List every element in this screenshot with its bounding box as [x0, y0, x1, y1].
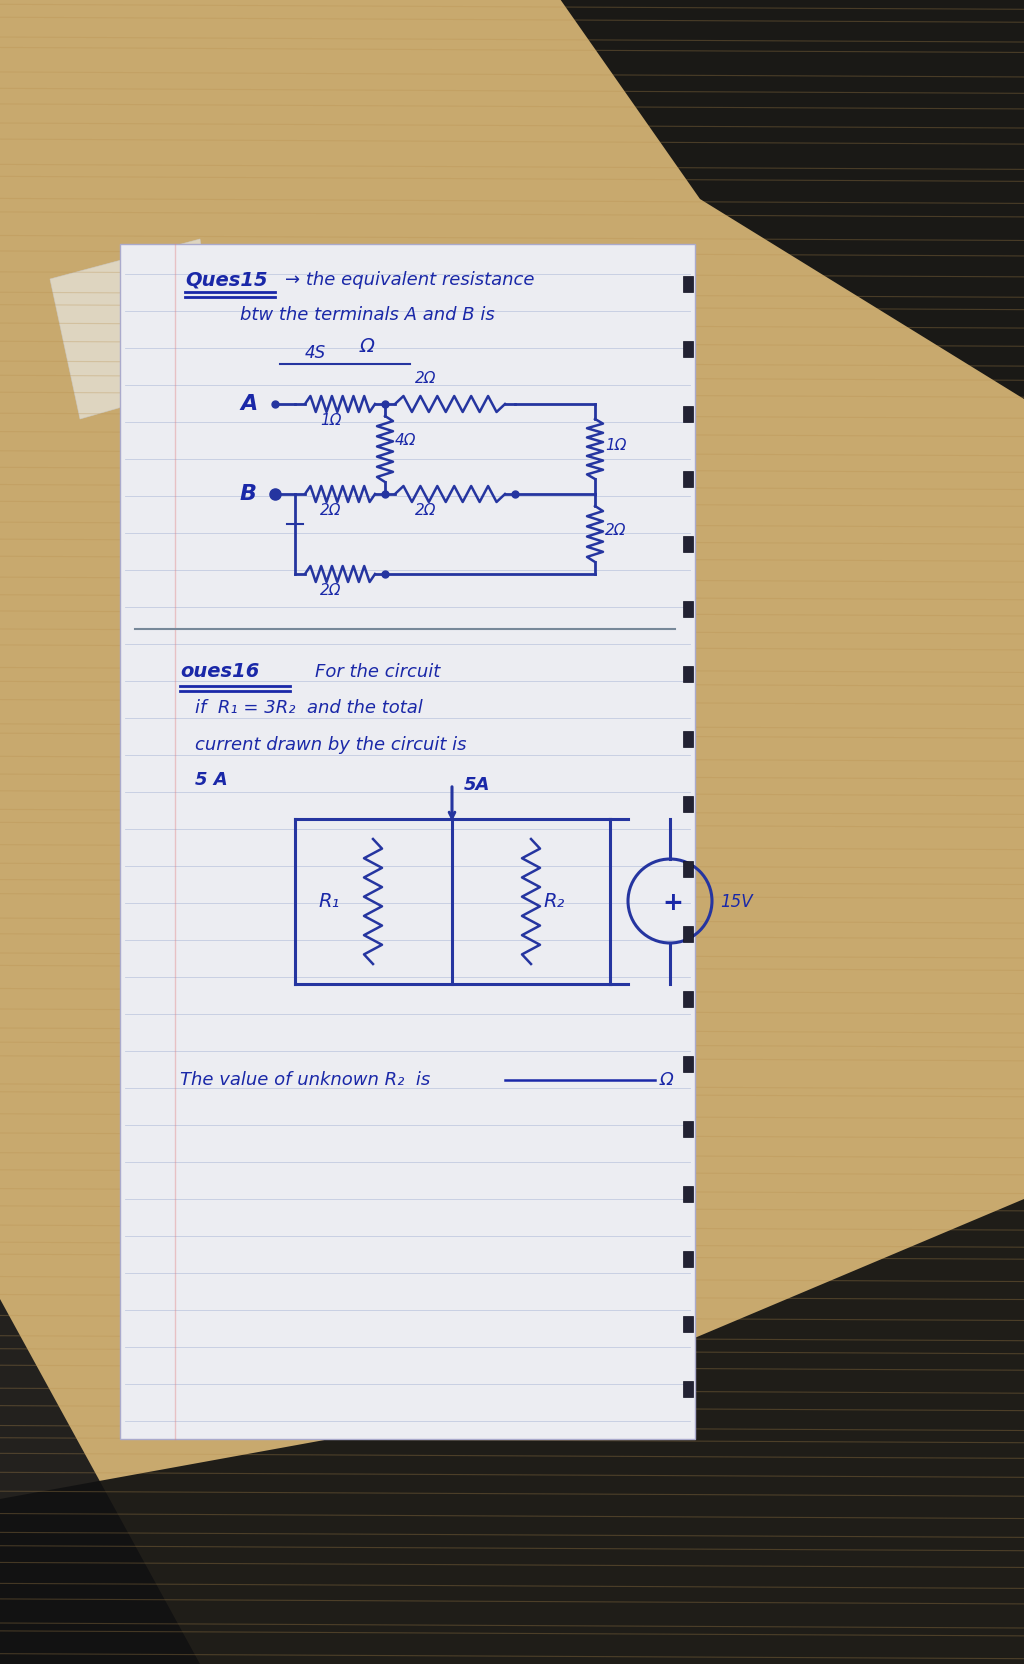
Text: current drawn by the circuit is: current drawn by the circuit is — [195, 735, 467, 754]
Bar — [683, 732, 693, 747]
Text: 1Ω: 1Ω — [319, 413, 341, 428]
Text: Ω: Ω — [360, 336, 375, 356]
Text: if  R₁ = 3R₂  and the total: if R₁ = 3R₂ and the total — [195, 699, 423, 717]
Text: 5 A: 5 A — [195, 770, 227, 789]
Text: The value of unknown R₂  is: The value of unknown R₂ is — [180, 1070, 430, 1088]
Polygon shape — [0, 1200, 1024, 1664]
Text: 2Ω: 2Ω — [319, 503, 341, 518]
Text: 4Ω: 4Ω — [395, 433, 417, 448]
Text: R₂: R₂ — [543, 892, 564, 910]
Bar — [683, 992, 693, 1007]
Bar — [683, 797, 693, 812]
Text: 2Ω: 2Ω — [415, 371, 436, 386]
Text: btw the terminals A and B is: btw the terminals A and B is — [240, 306, 495, 324]
Polygon shape — [560, 0, 1024, 399]
Text: 5A: 5A — [464, 775, 490, 794]
Bar — [683, 471, 693, 488]
Text: R₁: R₁ — [318, 892, 339, 910]
Bar — [683, 276, 693, 293]
Text: 4S: 4S — [305, 344, 326, 361]
Bar — [683, 1057, 693, 1072]
Bar — [683, 927, 693, 942]
Bar — [683, 1186, 693, 1203]
Text: B: B — [240, 484, 257, 504]
Text: For the circuit: For the circuit — [315, 662, 440, 681]
Text: 15V: 15V — [720, 892, 753, 910]
Text: Ω: Ω — [660, 1070, 674, 1088]
Text: +: + — [662, 890, 683, 915]
Polygon shape — [0, 1300, 200, 1664]
Bar — [683, 537, 693, 552]
Bar — [683, 602, 693, 617]
Bar — [683, 1251, 693, 1268]
Text: Ques15: Ques15 — [185, 270, 267, 290]
Bar — [683, 341, 693, 358]
Bar — [683, 667, 693, 682]
Bar — [683, 1316, 693, 1333]
Text: A: A — [240, 394, 257, 414]
Bar — [683, 406, 693, 423]
Text: oues16: oues16 — [180, 662, 259, 681]
Text: → the equivalent resistance: → the equivalent resistance — [285, 271, 535, 290]
Bar — [683, 1122, 693, 1137]
Text: 2Ω: 2Ω — [415, 503, 436, 518]
Bar — [683, 862, 693, 877]
Text: 2Ω: 2Ω — [605, 522, 627, 537]
Polygon shape — [50, 240, 220, 419]
Text: 2Ω: 2Ω — [319, 582, 341, 597]
Bar — [120, 245, 695, 1439]
Text: 1Ω: 1Ω — [605, 438, 627, 453]
Bar — [683, 1381, 693, 1398]
